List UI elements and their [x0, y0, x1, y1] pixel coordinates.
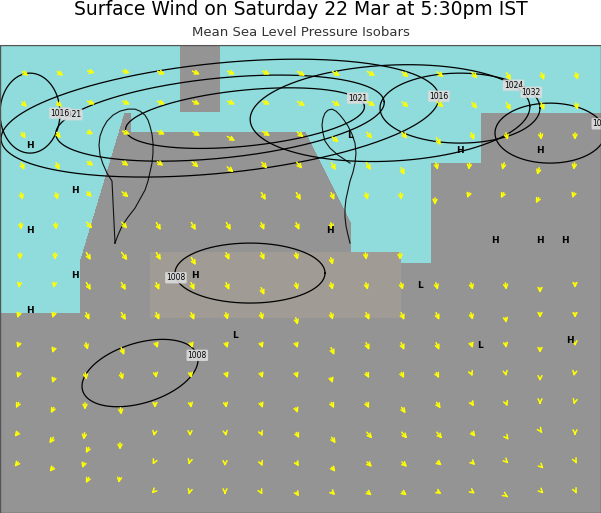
Text: H: H	[536, 235, 544, 245]
Text: 1024: 1024	[504, 81, 523, 90]
Text: H: H	[26, 141, 34, 150]
Text: H: H	[326, 226, 334, 234]
Text: H: H	[191, 270, 199, 280]
Text: H: H	[536, 146, 544, 154]
Text: H: H	[71, 186, 79, 194]
Text: 1021: 1021	[348, 94, 367, 103]
Text: H: H	[26, 226, 34, 234]
Text: 1016: 1016	[50, 109, 70, 117]
Text: H: H	[26, 306, 34, 314]
Text: 1032: 1032	[522, 88, 541, 97]
Text: L: L	[232, 330, 238, 340]
Text: H: H	[561, 235, 569, 245]
Text: 1008: 1008	[188, 351, 207, 360]
Text: L: L	[417, 281, 423, 289]
Text: 1016: 1016	[593, 120, 601, 128]
Text: L: L	[347, 131, 353, 140]
Text: H: H	[71, 270, 79, 280]
Text: 1016: 1016	[429, 92, 448, 101]
Text: Surface Wind on Saturday 22 Mar at 5:30pm IST: Surface Wind on Saturday 22 Mar at 5:30p…	[74, 1, 527, 19]
Text: H: H	[491, 235, 499, 245]
Text: H: H	[456, 146, 464, 154]
Text: L: L	[477, 341, 483, 349]
Text: H: H	[566, 336, 574, 345]
Text: 1008: 1008	[166, 273, 186, 282]
Text: 1021: 1021	[63, 110, 82, 119]
Text: Mean Sea Level Pressure Isobars: Mean Sea Level Pressure Isobars	[192, 26, 409, 39]
